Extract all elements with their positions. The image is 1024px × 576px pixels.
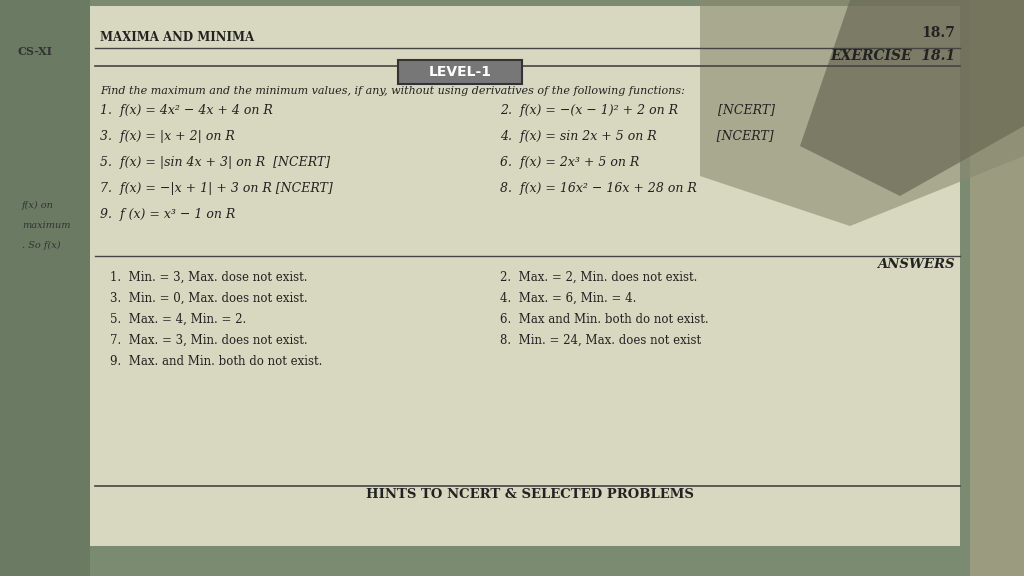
- Text: Find the maximum and the minimum values, if any, without using derivatives of th: Find the maximum and the minimum values,…: [100, 86, 685, 96]
- Polygon shape: [700, 0, 1024, 226]
- Text: CS-XI: CS-XI: [18, 46, 53, 57]
- Text: 5.  f(x) = |sin 4x + 3| on R  [NCERT]: 5. f(x) = |sin 4x + 3| on R [NCERT]: [100, 156, 330, 169]
- Text: 2.  f(x) = −(x − 1)² + 2 on R          [NCERT]: 2. f(x) = −(x − 1)² + 2 on R [NCERT]: [500, 104, 775, 117]
- Text: 9.  Max. and Min. both do not exist.: 9. Max. and Min. both do not exist.: [110, 355, 323, 368]
- Bar: [970, 0, 1024, 576]
- Text: 2.  Max. = 2, Min. does not exist.: 2. Max. = 2, Min. does not exist.: [500, 271, 697, 284]
- Text: f(x) on: f(x) on: [22, 201, 54, 210]
- Text: 6.  f(x) = 2x³ + 5 on R: 6. f(x) = 2x³ + 5 on R: [500, 156, 639, 169]
- Text: MAXIMA AND MINIMA: MAXIMA AND MINIMA: [100, 31, 254, 44]
- Text: HINTS TO NCERT & SELECTED PROBLEMS: HINTS TO NCERT & SELECTED PROBLEMS: [366, 488, 694, 501]
- Text: 3.  Min. = 0, Max. does not exist.: 3. Min. = 0, Max. does not exist.: [110, 292, 307, 305]
- Text: 7.  f(x) = −|x + 1| + 3 on R [NCERT]: 7. f(x) = −|x + 1| + 3 on R [NCERT]: [100, 182, 333, 195]
- Bar: [0, 0, 90, 576]
- Text: 1.  f(x) = 4x² − 4x + 4 on R: 1. f(x) = 4x² − 4x + 4 on R: [100, 104, 272, 117]
- Text: 6.  Max and Min. both do not exist.: 6. Max and Min. both do not exist.: [500, 313, 709, 326]
- FancyBboxPatch shape: [398, 60, 522, 84]
- Text: EXERCISE  18.1: EXERCISE 18.1: [829, 49, 955, 63]
- Bar: [90, 6, 961, 546]
- Text: . So f(x): . So f(x): [22, 241, 60, 250]
- Polygon shape: [800, 0, 1024, 196]
- Text: 7.  Max. = 3, Min. does not exist.: 7. Max. = 3, Min. does not exist.: [110, 334, 307, 347]
- Text: 4.  Max. = 6, Min. = 4.: 4. Max. = 6, Min. = 4.: [500, 292, 636, 305]
- Text: 18.7: 18.7: [922, 26, 955, 40]
- Text: 3.  f(x) = |x + 2| on R: 3. f(x) = |x + 2| on R: [100, 130, 234, 143]
- Text: 1.  Min. = 3, Max. dose not exist.: 1. Min. = 3, Max. dose not exist.: [110, 271, 307, 284]
- Text: 8.  f(x) = 16x² − 16x + 28 on R: 8. f(x) = 16x² − 16x + 28 on R: [500, 182, 696, 195]
- Text: 5.  Max. = 4, Min. = 2.: 5. Max. = 4, Min. = 2.: [110, 313, 246, 326]
- Text: LEVEL-1: LEVEL-1: [428, 65, 492, 79]
- Text: 4.  f(x) = sin 2x + 5 on R               [NCERT]: 4. f(x) = sin 2x + 5 on R [NCERT]: [500, 130, 773, 143]
- Text: 9.  f (x) = x³ − 1 on R: 9. f (x) = x³ − 1 on R: [100, 208, 236, 221]
- Text: ANSWERS: ANSWERS: [878, 258, 955, 271]
- Text: 8.  Min. = 24, Max. does not exist: 8. Min. = 24, Max. does not exist: [500, 334, 701, 347]
- Text: maximum: maximum: [22, 221, 71, 230]
